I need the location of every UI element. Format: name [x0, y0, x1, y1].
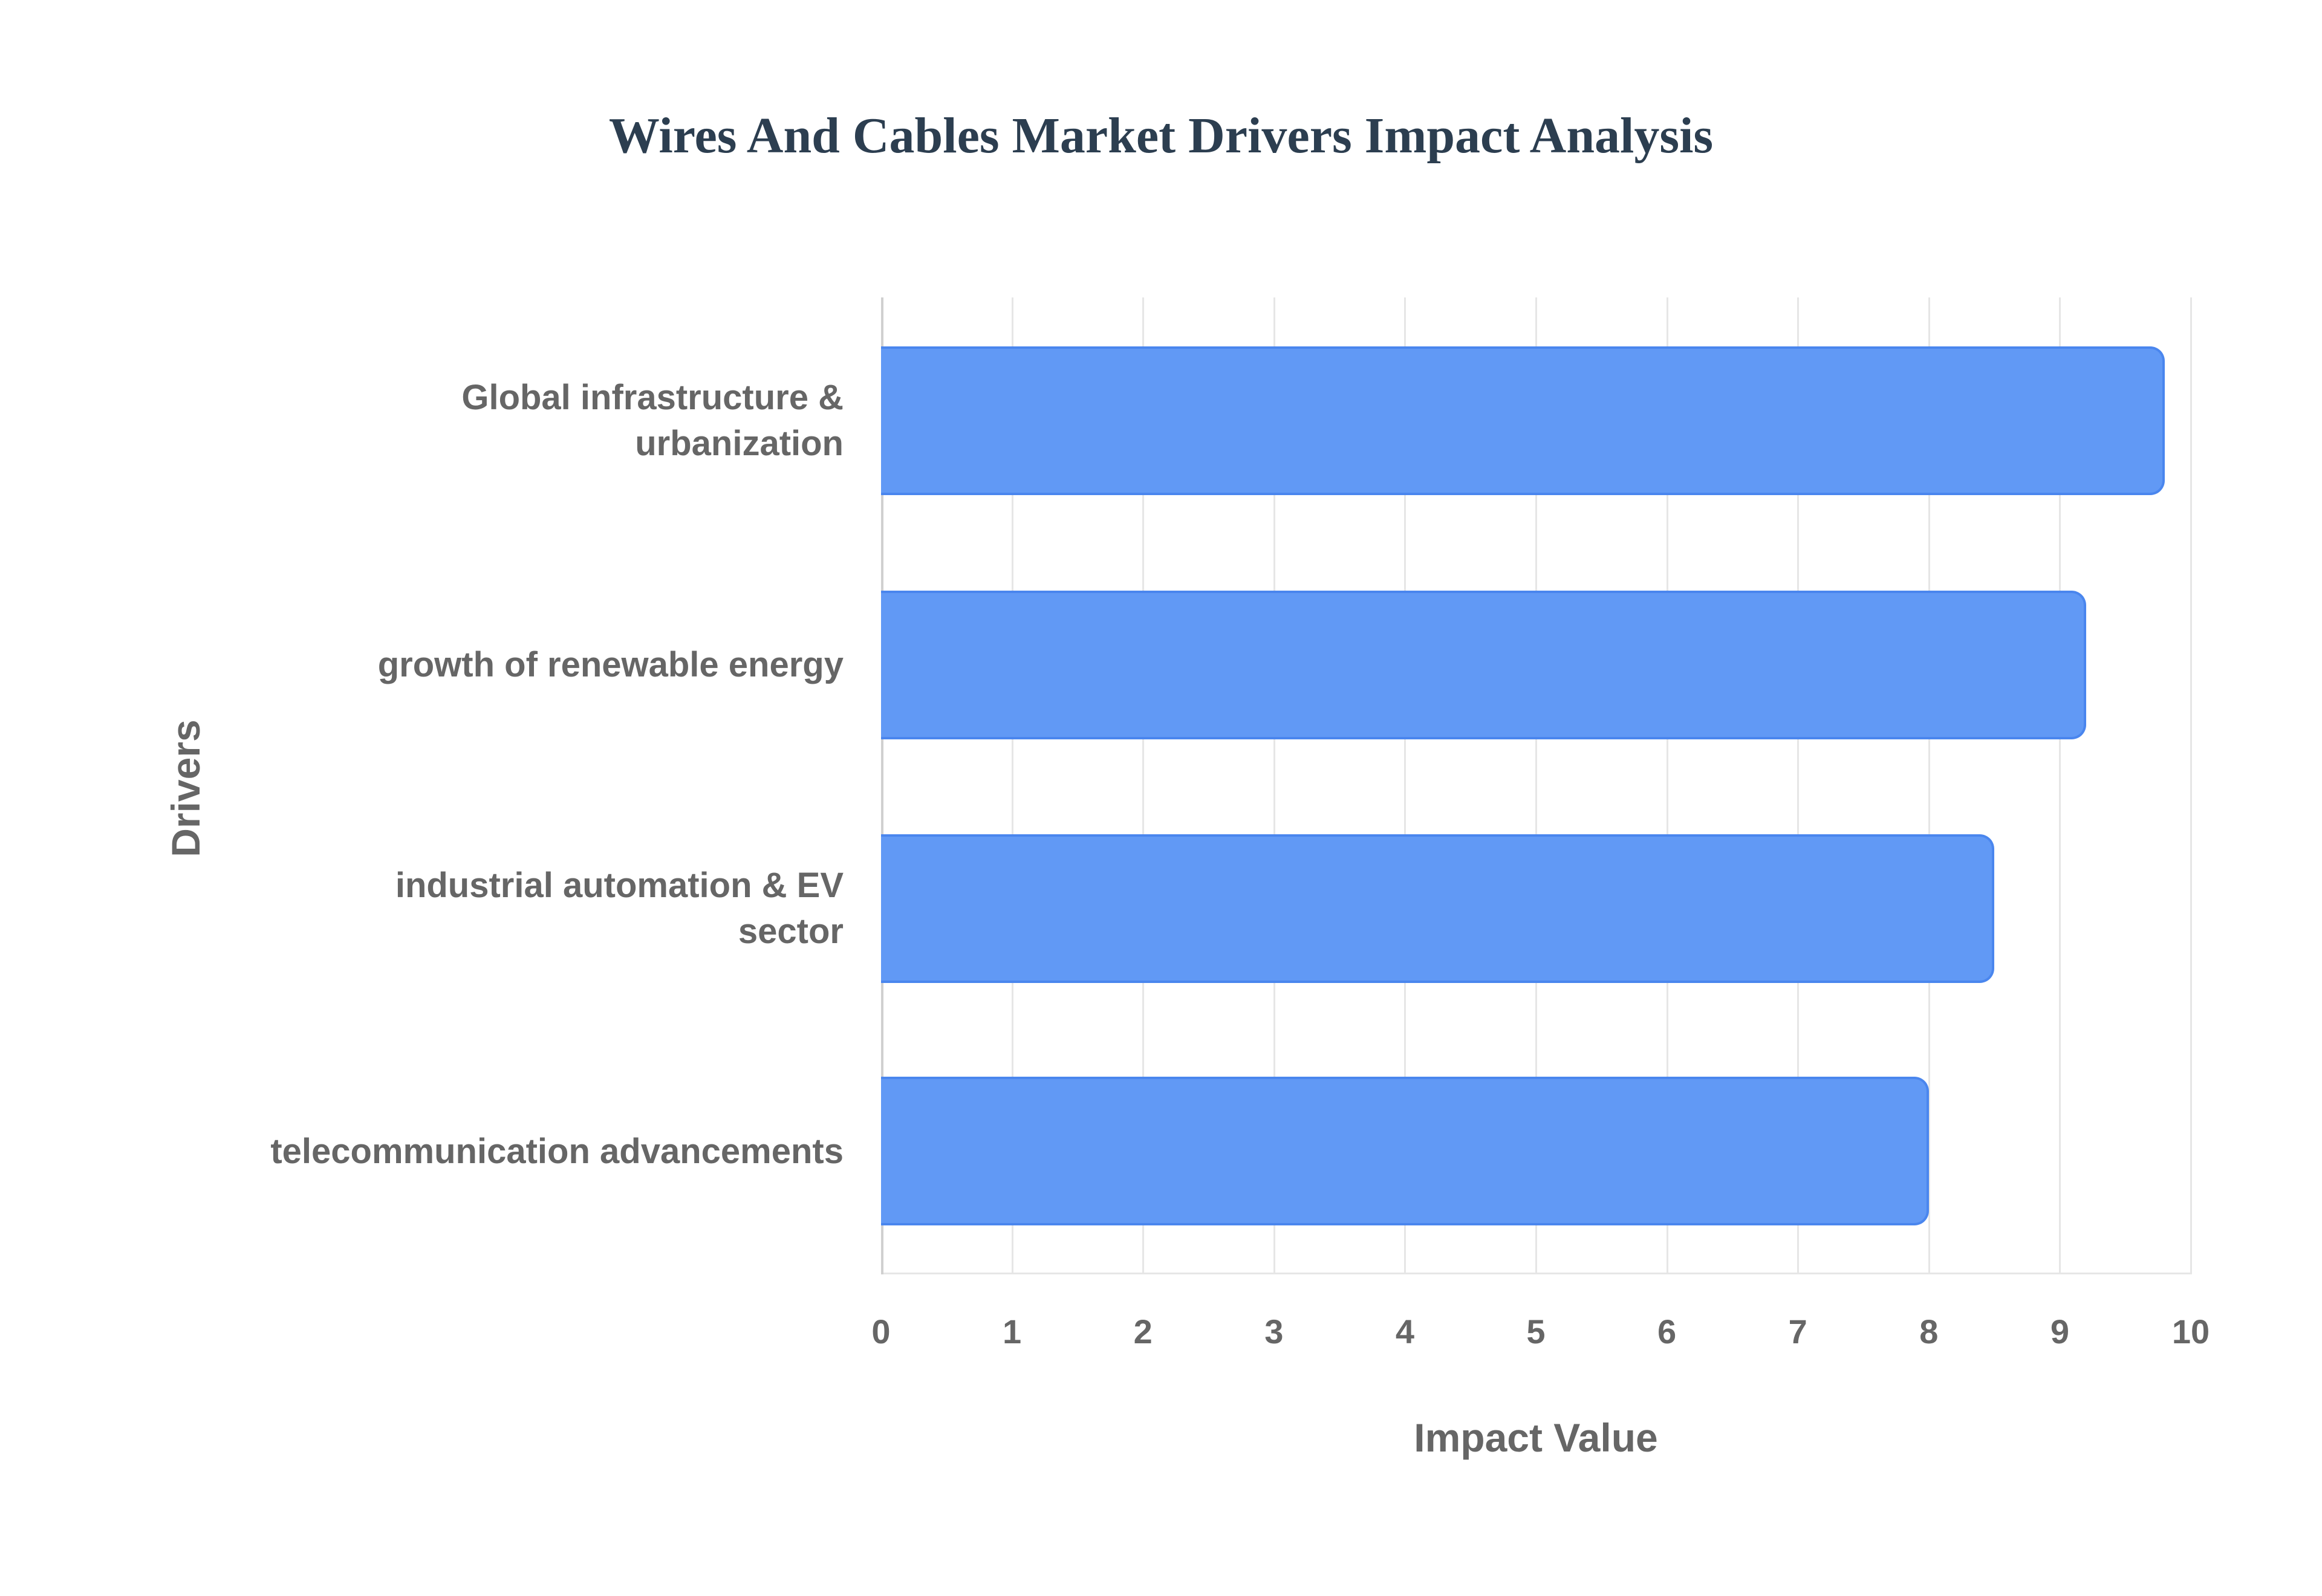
bar-2[interactable]	[881, 834, 1995, 983]
chart-title: Wires And Cables Market Drivers Impact A…	[608, 108, 1714, 164]
x-tick-label: 2	[1133, 1312, 1153, 1351]
gridline	[1666, 297, 1668, 1274]
gridline	[1928, 297, 1930, 1274]
x-tick-label: 4	[1395, 1312, 1414, 1351]
bar-0[interactable]	[881, 346, 2165, 495]
gridline	[1011, 297, 1013, 1274]
x-tick-label: 6	[1657, 1312, 1677, 1351]
y-axis-line	[881, 297, 883, 1274]
category-label-line: Global infrastructure &	[461, 378, 844, 417]
x-tick-label: 0	[871, 1312, 891, 1351]
gridline	[1404, 297, 1407, 1274]
gridline	[1797, 297, 1800, 1274]
category-label-line: urbanization	[635, 424, 844, 463]
gridline	[2059, 297, 2061, 1274]
gridline	[1142, 297, 1145, 1274]
category-label-line: industrial automation & EV	[395, 866, 844, 905]
x-axis-title: Impact Value	[1414, 1415, 1658, 1460]
category-label-line: sector	[738, 912, 844, 951]
y-axis-title: Drivers	[163, 719, 208, 857]
x-tick-label: 5	[1526, 1312, 1546, 1351]
category-label-3: telecommunication advancements	[270, 1132, 844, 1171]
category-label-0: Global infrastructure & urbanization	[178, 375, 844, 467]
category-label-2: industrial automation & EV sector	[178, 863, 844, 955]
x-tick-label: 1	[1003, 1312, 1022, 1351]
x-tick-label: 3	[1264, 1312, 1284, 1351]
bar-3[interactable]	[881, 1077, 1929, 1225]
gridline	[2190, 297, 2192, 1274]
gridline	[1535, 297, 1537, 1274]
gridline	[1273, 297, 1275, 1274]
x-tick-label: 10	[2171, 1312, 2210, 1351]
plot-area	[881, 297, 2192, 1274]
bar-1[interactable]	[881, 591, 2086, 739]
x-tick-label: 8	[1919, 1312, 1939, 1351]
category-label-1: growth of renewable energy	[377, 645, 844, 684]
x-tick-label: 7	[1788, 1312, 1807, 1351]
x-tick-label: 9	[2050, 1312, 2069, 1351]
